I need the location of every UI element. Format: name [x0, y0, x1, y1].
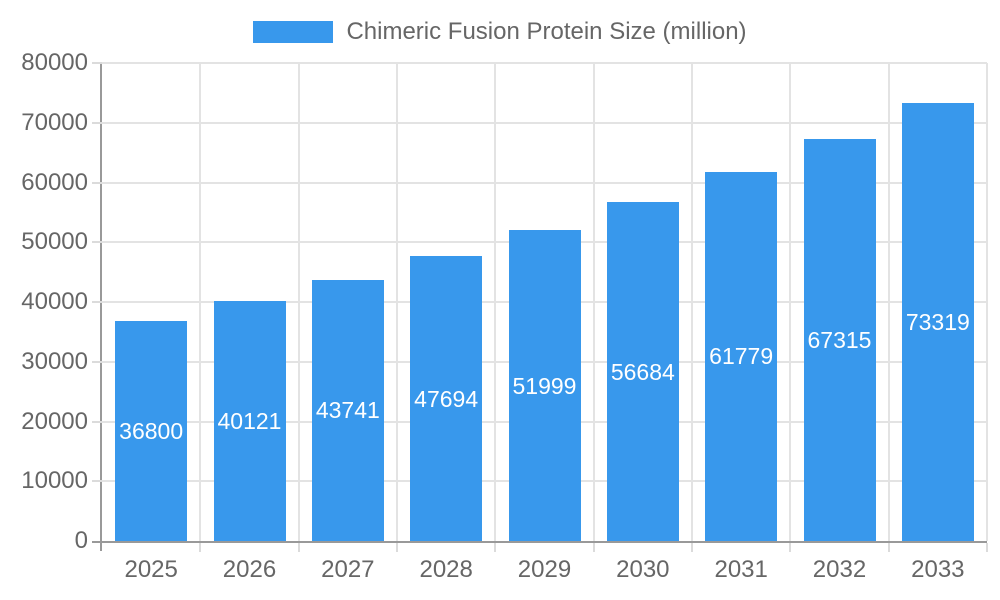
y-axis-line	[100, 63, 102, 551]
bar-value-label: 36800	[119, 418, 184, 445]
x-gridline	[297, 63, 300, 541]
y-axis-tick-label: 20000	[21, 407, 88, 435]
bar-value-label: 56684	[610, 358, 675, 385]
x-tick	[986, 543, 988, 552]
y-gridline	[102, 181, 987, 184]
bar-2025[interactable]	[115, 321, 188, 541]
bar-2026[interactable]	[213, 301, 286, 541]
bar-2028[interactable]	[410, 256, 483, 541]
x-gridline	[592, 63, 595, 541]
y-axis-tick-label: 30000	[21, 347, 88, 375]
bar-2032[interactable]	[803, 138, 876, 541]
x-axis-tick-label: 2033	[911, 556, 965, 583]
x-axis-tick-label: 2025	[124, 556, 178, 583]
bar-value-label: 73319	[905, 308, 970, 335]
y-tick	[92, 301, 102, 303]
x-gridline	[494, 63, 497, 541]
y-gridline	[102, 62, 987, 64]
y-tick	[92, 360, 102, 363]
legend[interactable]: Chimeric Fusion Protein Size (million)	[0, 18, 1000, 46]
bar-value-label: 47694	[414, 385, 479, 412]
y-tick	[92, 121, 102, 124]
y-tick	[92, 241, 102, 244]
y-tick	[92, 181, 102, 184]
y-tick	[92, 62, 102, 64]
bar-value-label: 40121	[217, 408, 282, 435]
x-axis-tick-label: 2032	[812, 556, 867, 583]
bar-2029[interactable]	[508, 230, 581, 541]
y-axis-tick-label: 80000	[21, 49, 88, 76]
y-tick	[92, 480, 102, 483]
y-axis-tick-label: 60000	[21, 168, 88, 196]
y-axis-tick-label: 50000	[21, 228, 88, 256]
x-axis-tick-label: 2028	[419, 556, 473, 583]
x-gridline	[199, 63, 202, 541]
x-tick	[691, 543, 693, 552]
x-axis-tick-label: 2031	[714, 556, 768, 583]
y-tick	[92, 420, 102, 423]
y-axis-tick-label: 0	[74, 527, 88, 554]
bar-2030[interactable]	[606, 202, 679, 541]
bar-value-label: 67315	[807, 326, 872, 353]
bar-value-label: 61779	[709, 343, 774, 370]
x-tick	[592, 543, 595, 552]
x-axis-tick-label: 2029	[517, 556, 572, 583]
bar-value-label: 43741	[315, 397, 380, 424]
bar-value-label: 51999	[512, 372, 577, 399]
y-gridline	[102, 121, 987, 124]
x-axis-tick-label: 2030	[616, 556, 670, 583]
x-tick	[199, 543, 202, 552]
y-axis-tick-label: 70000	[21, 108, 88, 136]
y-axis-tick-label: 40000	[21, 288, 88, 315]
x-tick	[789, 543, 792, 552]
bar-2027[interactable]	[311, 279, 384, 541]
x-tick	[494, 543, 497, 552]
y-axis-tick-label: 10000	[21, 467, 88, 495]
legend-swatch[interactable]	[253, 21, 334, 43]
x-axis-tick-label: 2026	[222, 556, 277, 583]
x-tick	[887, 543, 890, 552]
x-tick	[396, 543, 398, 552]
plot-area: 36800 40121 43741 47694 51999 56684 61779 67315…	[102, 62, 988, 541]
legend-label[interactable]: Chimeric Fusion Protein Size (million)	[346, 18, 747, 45]
bar-2033[interactable]	[901, 102, 974, 541]
x-axis-line	[92, 541, 987, 543]
x-gridline	[986, 63, 988, 541]
x-gridline	[789, 63, 792, 541]
x-gridline	[887, 63, 890, 541]
bar-2031[interactable]	[705, 171, 778, 541]
x-gridline	[396, 63, 398, 541]
x-gridline	[691, 63, 693, 541]
x-axis-tick-label: 2027	[321, 556, 375, 583]
x-tick	[297, 543, 300, 552]
